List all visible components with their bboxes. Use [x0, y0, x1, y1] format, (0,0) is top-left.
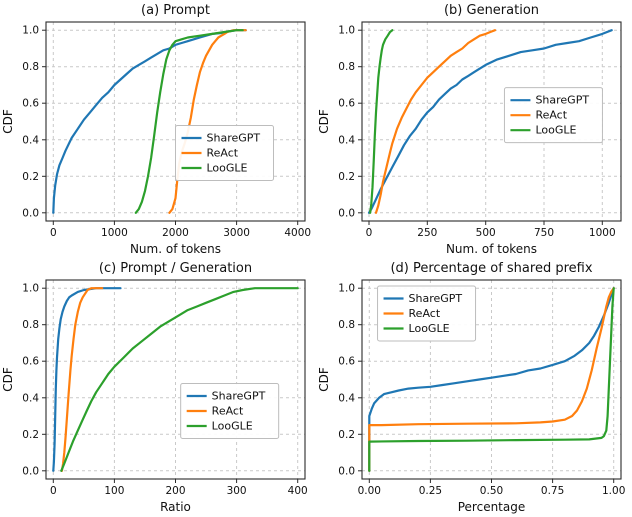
chart-svg-b: 0 250 500 750 1000 0.0 0.2 0.4 0.6 0.8 1.0 (b) Gene… — [317, 3, 622, 256]
chart-title: (c) Prompt / Generation — [99, 261, 252, 276]
legend-label-react: ReAct — [535, 109, 567, 122]
y-tick-label: 0.0 — [22, 207, 39, 219]
legend-label-loogle: LooGLE — [535, 124, 576, 137]
y-tick-label: 0.4 — [338, 134, 355, 146]
series-line-loogle — [368, 287, 615, 472]
x-tick-label: 4000 — [284, 227, 311, 239]
series-line-loogle — [134, 29, 244, 214]
legend-label-react: ReAct — [212, 404, 244, 417]
legend-label-sharegpt: ShareGPT — [207, 131, 261, 144]
chart-title: (b) Generation — [444, 3, 539, 18]
legend-label-sharegpt: ShareGPT — [212, 389, 266, 402]
y-tick-label: 1.0 — [22, 283, 39, 295]
y-tick-label: 1.0 — [22, 25, 39, 37]
x-tick-label: 100 — [104, 485, 124, 497]
chart-title: (a) Prompt — [141, 3, 210, 18]
x-tick-label: 500 — [476, 227, 496, 239]
y-tick-label: 0.8 — [22, 61, 39, 73]
series-line-sharegpt — [368, 287, 615, 472]
x-tick-label: 0 — [50, 227, 57, 239]
y-tick-label: 1.0 — [338, 25, 355, 37]
legend-label-react: ReAct — [207, 146, 239, 159]
series-line-loogle — [60, 287, 299, 472]
y-tick-label: 0.2 — [338, 429, 355, 441]
y-axis-label: CDF — [317, 367, 331, 392]
legend-label-sharegpt: ShareGPT — [535, 94, 589, 107]
y-tick-label: 0.6 — [338, 356, 355, 368]
y-tick-label: 0.4 — [22, 392, 39, 404]
y-tick-label: 0.6 — [22, 98, 39, 110]
x-tick-label: 1000 — [101, 227, 128, 239]
legend-label-sharegpt: ShareGPT — [409, 292, 463, 305]
y-tick-label: 0.2 — [22, 429, 39, 441]
legend-label-loogle: LooGLE — [212, 419, 253, 432]
x-axis-label: Num. of tokens — [446, 242, 537, 256]
y-tick-label: 0.0 — [338, 465, 355, 477]
chart-svg-a: 0 1000 2000 3000 4000 0.0 0.2 0.4 0.6 0.8 1.0 (a) P… — [1, 3, 311, 256]
chart-svg-c: 0 100 200 300 400 0.0 0.2 0.4 0.6 0.8 1.0 (c) Promp… — [1, 261, 308, 514]
y-tick-label: 0.0 — [22, 465, 39, 477]
x-tick-label: 750 — [534, 227, 554, 239]
y-tick-label: 0.8 — [338, 61, 355, 73]
series-line-react — [374, 29, 497, 214]
subplot-b-generation: 0 250 500 750 1000 0.0 0.2 0.4 0.6 0.8 1.0 (b) Gene… — [316, 0, 632, 258]
x-tick-label: 0.50 — [480, 485, 503, 497]
chart-title: (d) Percentage of shared prefix — [390, 261, 592, 276]
x-axis-label: Ratio — [160, 500, 191, 514]
y-axis-label: CDF — [1, 367, 15, 392]
subplot-c-prompt-generation: 0 100 200 300 400 0.0 0.2 0.4 0.6 0.8 1.0 (c) Promp… — [0, 258, 316, 516]
y-axis-label: CDF — [317, 109, 331, 134]
legend-box — [175, 124, 274, 181]
series-line-react — [368, 287, 615, 472]
y-tick-label: 0.4 — [22, 134, 39, 146]
x-tick-label: 2000 — [162, 227, 189, 239]
x-tick-label: 0.75 — [541, 485, 564, 497]
y-tick-label: 1.0 — [338, 283, 355, 295]
legend-label-react: ReAct — [409, 307, 441, 320]
x-tick-label: 200 — [165, 485, 185, 497]
y-tick-label: 0.4 — [338, 392, 355, 404]
chart-svg-d: 0.00 0.25 0.50 0.75 1.00 0.0 0.2 0.4 0.6 0.8 1.0 (d… — [317, 261, 625, 514]
x-tick-label: 300 — [227, 485, 247, 497]
subplot-a-prompt: 0 1000 2000 3000 4000 0.0 0.2 0.4 0.6 0.8 1.0 (a) P… — [0, 0, 316, 258]
series-line-react — [60, 287, 104, 472]
x-tick-label: 3000 — [223, 227, 250, 239]
y-tick-label: 0.0 — [338, 207, 355, 219]
series-line-sharegpt — [52, 29, 247, 214]
legend-label-loogle: LooGLE — [207, 161, 248, 174]
x-tick-label: 0.25 — [419, 485, 442, 497]
series-line-react — [168, 29, 247, 214]
y-tick-label: 0.6 — [22, 356, 39, 368]
series-line-loogle — [369, 29, 394, 214]
y-tick-label: 0.2 — [338, 171, 355, 183]
x-tick-label: 0 — [366, 227, 373, 239]
legend-box — [180, 382, 280, 439]
x-axis-label: Percentage — [458, 500, 526, 514]
x-axis-label: Num. of tokens — [130, 242, 221, 256]
y-tick-label: 0.6 — [338, 98, 355, 110]
subplot-d-shared-prefix: 0.00 0.25 0.50 0.75 1.00 0.0 0.2 0.4 0.6 0.8 1.0 (d… — [316, 258, 632, 516]
legend-box — [377, 285, 477, 342]
legend-label-loogle: LooGLE — [409, 322, 450, 335]
y-tick-label: 0.8 — [22, 319, 39, 331]
x-tick-label: 250 — [417, 227, 437, 239]
series-line-sharegpt — [367, 29, 613, 214]
x-tick-label: 1.00 — [602, 485, 625, 497]
y-axis-label: CDF — [1, 109, 15, 134]
x-tick-label: 0.00 — [358, 485, 381, 497]
x-tick-label: 0 — [50, 485, 57, 497]
legend-box — [503, 87, 603, 144]
y-tick-label: 0.8 — [338, 319, 355, 331]
y-tick-label: 0.2 — [22, 171, 39, 183]
x-tick-label: 400 — [288, 485, 308, 497]
x-tick-label: 1000 — [589, 227, 616, 239]
series-line-sharegpt — [52, 287, 122, 472]
